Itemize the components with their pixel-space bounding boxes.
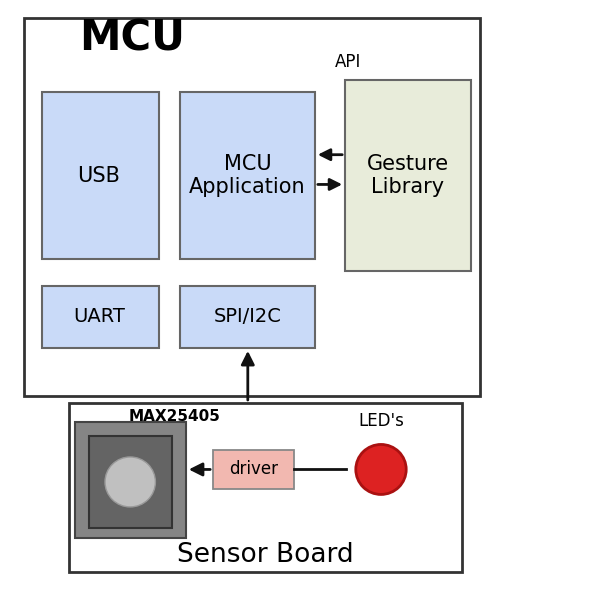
Text: driver: driver <box>229 461 278 478</box>
FancyBboxPatch shape <box>75 422 186 538</box>
Text: API: API <box>335 54 361 71</box>
Text: MAX25405: MAX25405 <box>129 409 221 424</box>
Text: UART: UART <box>73 307 125 326</box>
Text: MCU: MCU <box>79 18 185 60</box>
FancyBboxPatch shape <box>345 80 471 271</box>
Text: Sensor Board: Sensor Board <box>178 541 354 568</box>
Text: MCU
Application: MCU Application <box>189 154 306 197</box>
Circle shape <box>105 457 155 507</box>
Text: SPI/I2C: SPI/I2C <box>214 307 281 326</box>
FancyBboxPatch shape <box>89 436 172 528</box>
FancyBboxPatch shape <box>213 450 294 489</box>
FancyBboxPatch shape <box>42 286 159 348</box>
FancyBboxPatch shape <box>180 92 315 259</box>
FancyBboxPatch shape <box>69 403 462 572</box>
FancyBboxPatch shape <box>180 286 315 348</box>
FancyBboxPatch shape <box>42 92 159 259</box>
Circle shape <box>356 444 406 494</box>
Text: USB: USB <box>77 165 121 186</box>
FancyBboxPatch shape <box>24 18 480 396</box>
Text: Gesture
Library: Gesture Library <box>367 154 449 197</box>
Text: LED's: LED's <box>358 412 404 430</box>
